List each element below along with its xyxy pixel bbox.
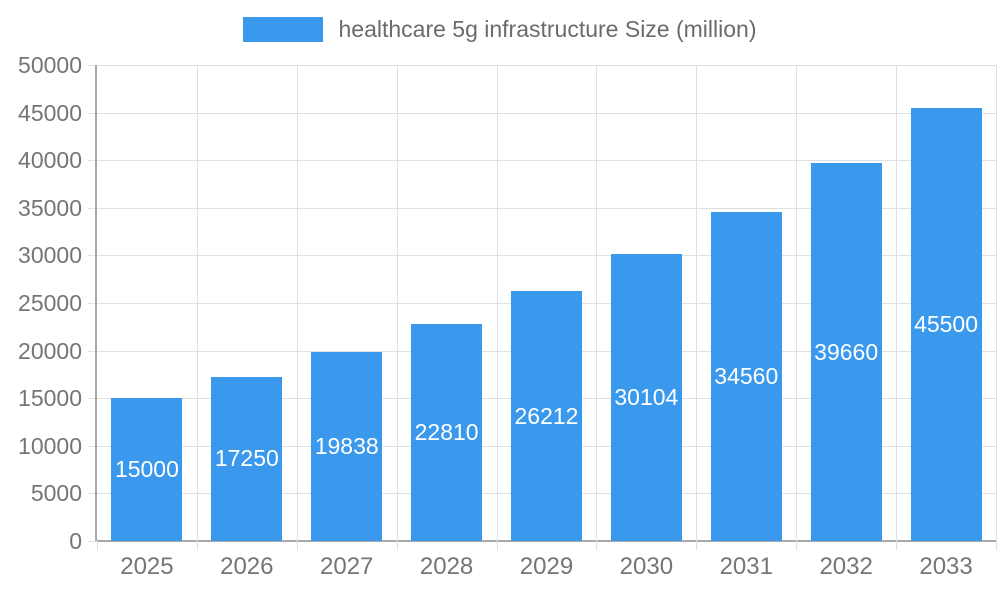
gridline-vertical: [596, 65, 598, 541]
y-axis-label: 0: [69, 528, 82, 554]
y-tick: [88, 350, 97, 352]
x-tick: [996, 541, 997, 550]
bar: 30104: [610, 254, 682, 541]
bar-value-label: 22810: [414, 418, 479, 445]
x-axis-label: 2032: [819, 553, 873, 580]
y-tick: [88, 445, 97, 447]
y-axis-line: [95, 65, 97, 541]
gridline-horizontal: [97, 112, 996, 114]
x-axis-label: 2030: [619, 553, 674, 580]
y-tick: [88, 255, 97, 257]
y-axis-label: 10000: [18, 432, 82, 459]
y-axis-label: 45000: [18, 99, 82, 126]
x-axis-label: 2029: [519, 553, 574, 580]
plot-area: 15000 17250 19838 22810 26212 30104 34560 39660…: [88, 65, 997, 550]
bar-value-label: 15000: [114, 456, 179, 483]
x-axis-label: 2028: [419, 553, 474, 580]
y-axis-label: 15000: [18, 385, 82, 412]
bar-value-label: 34560: [714, 362, 779, 389]
bar: 17250: [211, 376, 283, 541]
x-tick: [496, 541, 498, 550]
legend-swatch: [243, 17, 324, 42]
y-axis-label: 30000: [18, 242, 82, 269]
bar: 45500: [910, 107, 982, 541]
legend: healthcare 5g infrastructure Size (milli…: [0, 16, 1000, 43]
bar: 19838: [311, 352, 383, 541]
x-tick: [196, 541, 198, 550]
bar: 34560: [710, 211, 782, 541]
bar: 22810: [411, 323, 483, 541]
x-tick: [97, 541, 98, 550]
y-tick: [88, 398, 97, 400]
bar: 39660: [810, 163, 882, 541]
y-tick: [88, 541, 97, 542]
gridline-vertical: [996, 65, 997, 541]
bar-value-label: 30104: [614, 384, 679, 411]
bar-value-label: 19838: [314, 433, 379, 460]
x-tick: [296, 541, 298, 550]
x-tick: [796, 541, 798, 550]
y-axis-label: 50000: [18, 52, 82, 78]
bar-value-label: 45500: [914, 310, 979, 337]
y-axis-labels: 0 5000 10000 15000 20000 25000 30000 35000 40000…: [0, 52, 82, 554]
x-axis-label: 2027: [320, 553, 374, 580]
gridline-horizontal: [97, 160, 996, 162]
y-tick: [88, 160, 97, 162]
gridline-vertical: [296, 65, 298, 541]
x-tick: [696, 541, 698, 550]
x-tick: [596, 541, 598, 550]
bar-value-label: 17250: [214, 445, 279, 472]
gridline-vertical: [696, 65, 698, 541]
bar-value-label: 39660: [814, 338, 879, 365]
x-tick: [396, 541, 398, 550]
gridline-vertical: [896, 65, 898, 541]
x-tick: [896, 541, 898, 550]
y-tick: [88, 65, 97, 66]
gridline-vertical: [796, 65, 798, 541]
gridline-horizontal: [97, 207, 996, 209]
x-axis-line: [97, 540, 996, 542]
gridline-vertical: [196, 65, 198, 541]
y-axis-label: 25000: [18, 290, 82, 316]
gridline-horizontal: [97, 255, 996, 257]
y-axis-label: 5000: [30, 480, 82, 507]
x-axis-label: 2031: [719, 553, 773, 580]
y-tick: [88, 303, 97, 304]
bar: 15000: [111, 398, 183, 541]
y-tick: [88, 207, 97, 209]
legend-label: healthcare 5g infrastructure Size (milli…: [338, 16, 757, 42]
y-axis-label: 35000: [18, 194, 82, 221]
bar-value-label: 26212: [514, 402, 579, 429]
gridline-horizontal: [97, 65, 996, 66]
bar: 26212: [511, 291, 582, 541]
y-tick: [88, 493, 97, 495]
gridline-vertical: [396, 65, 398, 541]
x-axis-label: 2026: [220, 553, 274, 580]
x-axis-label: 2033: [919, 553, 973, 580]
y-tick: [88, 112, 97, 114]
x-axis-label: 2025: [120, 553, 174, 580]
y-axis-label: 20000: [18, 337, 82, 364]
y-axis-label: 40000: [18, 147, 82, 174]
x-axis-labels: 2025 2026 2027 2028 2029 2030 2031 2032 2033: [97, 553, 996, 585]
gridline-vertical: [496, 65, 498, 541]
